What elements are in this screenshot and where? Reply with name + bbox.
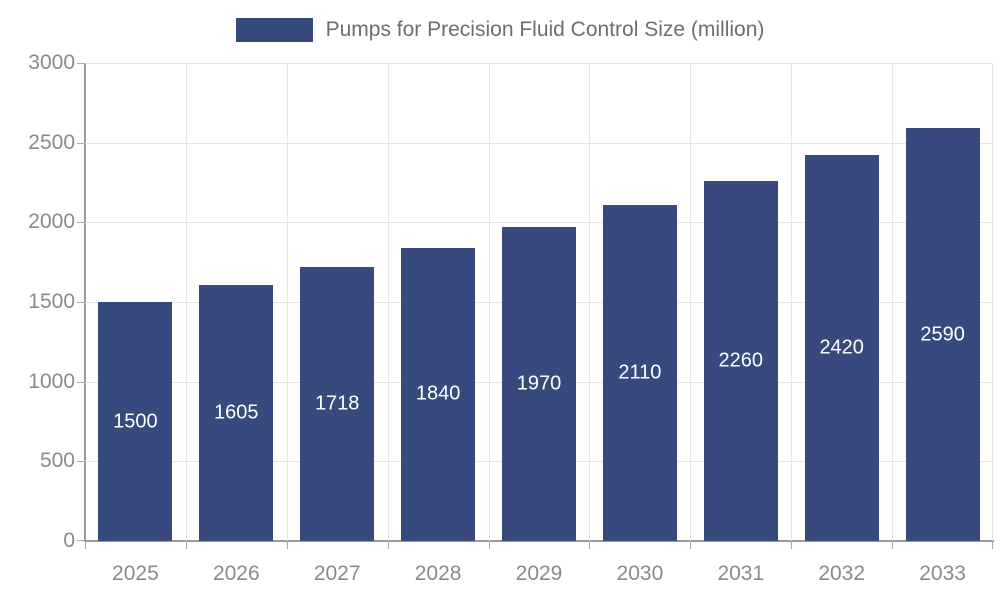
y-tick-label: 1000: [28, 369, 75, 393]
x-axis-tick: [791, 542, 793, 549]
y-tick-label: 1500: [28, 290, 75, 313]
x-axis-tick: [992, 542, 993, 549]
bar-value-label: 1605: [214, 401, 259, 424]
gridline-vertical: [892, 63, 894, 541]
y-axis-tick: [77, 142, 84, 144]
x-tick-label: 2031: [717, 562, 765, 585]
legend[interactable]: Pumps for Precision Fluid Control Size (…: [0, 18, 1000, 42]
y-tick-label: 2000: [28, 210, 75, 234]
x-axis-line: [84, 540, 994, 542]
gridline-horizontal: [85, 63, 993, 64]
y-axis-tick: [77, 222, 84, 224]
plot-area: 1500 1605 1718 1840 1970 2110 2260 2420 2590: [77, 63, 994, 549]
bar-value-label: 1970: [516, 372, 562, 395]
x-axis-tick: [892, 542, 894, 549]
bar-value-label: 2110: [618, 361, 662, 384]
gridline-vertical: [589, 63, 591, 541]
gridline-vertical: [387, 63, 389, 541]
gridline-vertical: [488, 63, 490, 541]
gridline-vertical: [690, 63, 692, 541]
bar[interactable]: 2420: [804, 155, 879, 541]
x-axis-tick: [286, 542, 288, 549]
y-axis-tick: [77, 63, 84, 64]
x-tick-label: 2026: [212, 562, 260, 585]
bar[interactable]: 1500: [98, 302, 173, 541]
x-tick-label: 2028: [414, 562, 462, 585]
bar[interactable]: 1605: [199, 285, 274, 541]
legend-label: Pumps for Precision Fluid Control Size (…: [325, 18, 765, 41]
bar-value-label: 1718: [314, 392, 360, 415]
bar[interactable]: 1970: [502, 227, 576, 541]
x-axis-tick: [387, 542, 389, 549]
bar[interactable]: 2590: [905, 128, 980, 541]
x-tick-label: 2032: [818, 562, 866, 585]
x-axis-tick: [690, 542, 692, 549]
x-tick-label: 2029: [515, 562, 563, 585]
x-axis-tick: [85, 542, 86, 549]
y-axis-labels: 0 500 1000 1500 2000 2500 3000: [0, 52, 75, 552]
x-tick-label: 2030: [616, 562, 664, 585]
bar[interactable]: 1840: [401, 247, 476, 541]
x-axis-labels: 2025 2026 2027 2028 2029 2030 2031 2032 2033: [85, 562, 993, 590]
bar[interactable]: 1718: [300, 267, 375, 541]
gridline-vertical: [286, 63, 288, 541]
x-tick-label: 2033: [919, 562, 966, 585]
gridline-horizontal: [85, 222, 993, 224]
y-axis-tick: [77, 381, 84, 383]
bar-value-label: 1500: [113, 410, 158, 432]
x-tick-label: 2025: [112, 562, 159, 585]
gridline-vertical: [791, 63, 793, 541]
y-tick-label: 500: [39, 449, 75, 473]
x-axis-tick: [589, 542, 591, 549]
gridline-vertical: [992, 63, 993, 541]
x-axis-tick: [488, 542, 490, 549]
bar-value-label: 1840: [415, 382, 461, 405]
y-axis-tick: [77, 302, 84, 303]
bar-value-label: 2420: [819, 336, 864, 359]
y-axis-tick: [77, 461, 84, 463]
y-tick-label: 3000: [28, 51, 75, 74]
bar-value-label: 2590: [920, 323, 965, 346]
bar[interactable]: 2260: [703, 180, 778, 541]
y-tick-label: 2500: [28, 130, 75, 154]
gridline-vertical: [185, 63, 187, 541]
x-tick-label: 2027: [313, 562, 361, 585]
bar-value-label: 2260: [718, 349, 764, 372]
legend-swatch: [235, 18, 313, 42]
x-axis-tick: [185, 542, 187, 549]
y-axis-tick: [77, 540, 84, 541]
bar[interactable]: 2110: [602, 204, 677, 541]
gridline-horizontal: [85, 142, 993, 144]
y-tick-label: 0: [63, 529, 75, 552]
